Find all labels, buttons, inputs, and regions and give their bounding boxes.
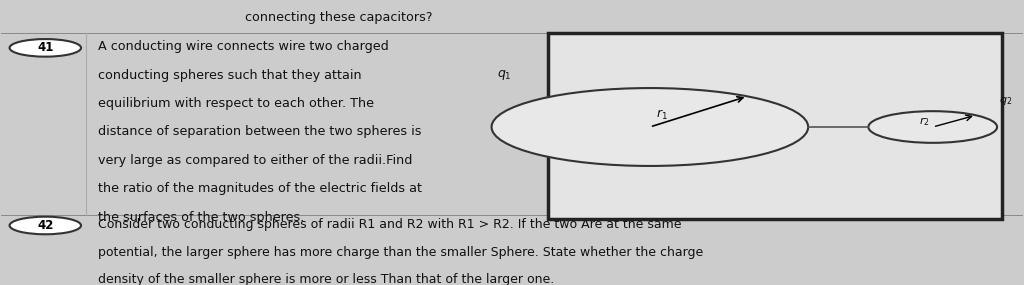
Text: equilibrium with respect to each other. The: equilibrium with respect to each other. … (98, 97, 375, 110)
Text: connecting these capacitors?: connecting these capacitors? (245, 11, 432, 25)
Text: potential, the larger sphere has more charge than the smaller Sphere. State whet: potential, the larger sphere has more ch… (98, 246, 703, 258)
Text: very large as compared to either of the radii.Find: very large as compared to either of the … (98, 154, 413, 167)
Text: distance of separation between the two spheres is: distance of separation between the two s… (98, 125, 422, 139)
Text: density of the smaller sphere is more or less Than that of the larger one.: density of the smaller sphere is more or… (98, 273, 555, 285)
Text: 41: 41 (37, 41, 53, 54)
Circle shape (9, 217, 81, 234)
Circle shape (492, 88, 808, 166)
Circle shape (868, 111, 997, 143)
Text: conducting spheres such that they attain: conducting spheres such that they attain (98, 69, 362, 82)
Text: $r_1$: $r_1$ (656, 108, 668, 123)
Text: the ratio of the magnitudes of the electric fields at: the ratio of the magnitudes of the elect… (98, 182, 423, 195)
Text: Consider two conducting spheres of radii R1 and R2 with R1 > R2. If the two Are : Consider two conducting spheres of radii… (98, 218, 682, 231)
Text: 42: 42 (37, 219, 53, 232)
Circle shape (9, 39, 81, 57)
Text: $r_2$: $r_2$ (920, 115, 930, 128)
Text: $q_1$: $q_1$ (497, 68, 511, 82)
Text: A conducting wire connects wire two charged: A conducting wire connects wire two char… (98, 40, 389, 53)
Bar (548, 33, 1002, 219)
Text: the surfaces of the two spheres.: the surfaces of the two spheres. (98, 211, 305, 224)
Text: $q_2$: $q_2$ (999, 95, 1013, 107)
